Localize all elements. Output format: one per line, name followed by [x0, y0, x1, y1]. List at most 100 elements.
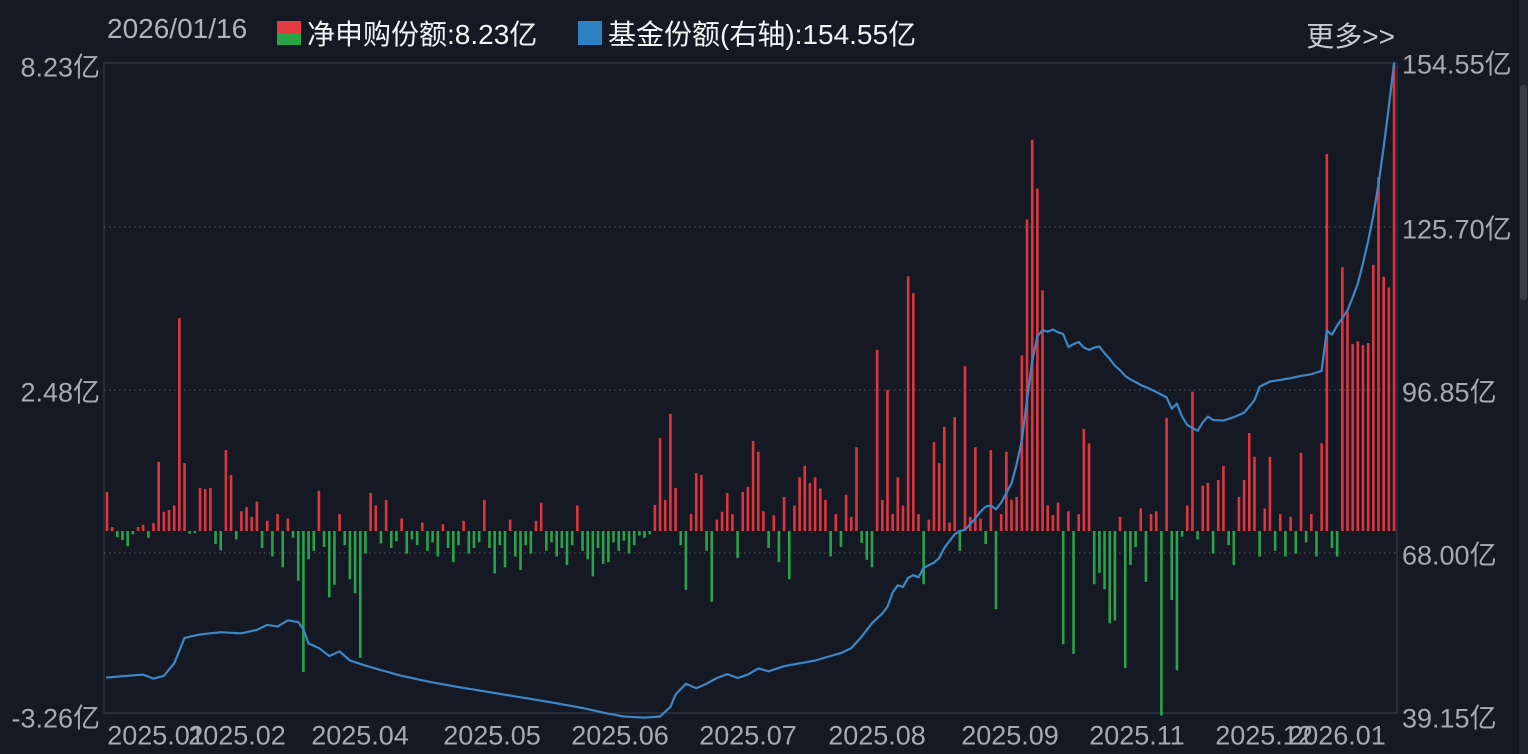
- net-subscription-bar[interactable]: [441, 524, 445, 531]
- net-subscription-bar[interactable]: [1206, 482, 1210, 531]
- net-subscription-bar[interactable]: [1015, 497, 1018, 531]
- net-subscription-bar[interactable]: [1382, 276, 1385, 531]
- net-subscription-bar[interactable]: [875, 349, 879, 531]
- net-subscription-bar[interactable]: [844, 494, 848, 531]
- net-subscription-bar[interactable]: [167, 510, 171, 531]
- net-subscription-bar[interactable]: [400, 518, 403, 531]
- net-subscription-bar[interactable]: [1051, 515, 1055, 531]
- net-subscription-bar[interactable]: [891, 514, 894, 531]
- net-subscription-bar[interactable]: [389, 531, 393, 548]
- net-subscription-bar[interactable]: [157, 461, 160, 531]
- net-subscription-bar[interactable]: [121, 531, 124, 541]
- net-subscription-bar[interactable]: [1289, 516, 1292, 531]
- net-subscription-bar[interactable]: [1351, 344, 1354, 531]
- net-subscription-bar[interactable]: [1216, 480, 1220, 531]
- net-subscription-bar[interactable]: [1361, 345, 1365, 531]
- net-subscription-bar[interactable]: [1237, 497, 1241, 531]
- net-subscription-bar[interactable]: [488, 531, 491, 548]
- net-subscription-bar[interactable]: [415, 531, 419, 546]
- net-subscription-bar[interactable]: [974, 447, 977, 531]
- net-subscription-bar[interactable]: [829, 531, 832, 557]
- net-subscription-bar[interactable]: [405, 531, 409, 554]
- net-subscription-bar[interactable]: [725, 493, 729, 531]
- net-subscription-bar[interactable]: [787, 531, 791, 580]
- net-subscription-bar[interactable]: [1273, 531, 1277, 551]
- net-subscription-bar[interactable]: [214, 531, 217, 545]
- net-subscription-bar[interactable]: [927, 519, 931, 531]
- net-subscription-bar[interactable]: [576, 505, 579, 531]
- scrollbar-track[interactable]: [1519, 0, 1528, 754]
- net-subscription-bar[interactable]: [1372, 264, 1375, 531]
- net-subscription-bar[interactable]: [932, 442, 936, 531]
- net-subscription-bar[interactable]: [1056, 502, 1060, 531]
- net-subscription-bar[interactable]: [1144, 531, 1148, 582]
- net-subscription-bar[interactable]: [1392, 65, 1396, 532]
- net-subscription-bar[interactable]: [162, 511, 166, 531]
- net-subscription-bar[interactable]: [937, 463, 941, 531]
- net-subscription-bar[interactable]: [586, 531, 589, 560]
- net-subscription-bar[interactable]: [1366, 343, 1370, 531]
- net-subscription-bar[interactable]: [1025, 219, 1029, 531]
- net-subscription-bar[interactable]: [1325, 153, 1329, 531]
- net-subscription-bar[interactable]: [813, 477, 817, 531]
- net-subscription-bar[interactable]: [446, 531, 450, 548]
- net-subscription-bar[interactable]: [1103, 531, 1106, 590]
- net-subscription-bar[interactable]: [1123, 531, 1127, 669]
- net-subscription-bar[interactable]: [545, 531, 548, 551]
- net-subscription-bar[interactable]: [565, 531, 569, 565]
- net-subscription-bar[interactable]: [1041, 290, 1044, 531]
- net-subscription-bar[interactable]: [126, 531, 129, 547]
- net-subscription-bar[interactable]: [1196, 531, 1199, 540]
- net-subscription-bar[interactable]: [1092, 531, 1096, 585]
- net-subscription-bar[interactable]: [426, 531, 429, 551]
- net-subscription-bar[interactable]: [188, 531, 191, 534]
- net-subscription-bar[interactable]: [219, 531, 223, 551]
- net-subscription-bar[interactable]: [178, 318, 181, 531]
- more-link[interactable]: 更多>>: [1306, 21, 1395, 52]
- net-subscription-bar[interactable]: [172, 505, 176, 531]
- net-subscription-bar[interactable]: [539, 502, 543, 531]
- net-subscription-bar[interactable]: [1211, 531, 1215, 554]
- net-subscription-bar[interactable]: [1294, 531, 1298, 554]
- net-subscription-bar[interactable]: [229, 474, 233, 531]
- net-subscription-bar[interactable]: [224, 450, 228, 531]
- net-subscription-bar[interactable]: [1268, 456, 1272, 531]
- net-subscription-bar[interactable]: [1149, 514, 1153, 531]
- net-subscription-bar[interactable]: [849, 516, 853, 531]
- net-subscription-bar[interactable]: [250, 516, 254, 531]
- net-subscription-bar[interactable]: [689, 514, 693, 531]
- net-subscription-bar[interactable]: [772, 515, 776, 531]
- net-subscription-bar[interactable]: [896, 477, 900, 531]
- net-subscription-bar[interactable]: [684, 531, 688, 590]
- net-subscription-bar[interactable]: [870, 531, 874, 568]
- net-subscription-bar[interactable]: [524, 531, 527, 546]
- net-subscription-bar[interactable]: [1067, 511, 1070, 531]
- net-subscription-bar[interactable]: [1030, 139, 1034, 531]
- net-subscription-bar[interactable]: [1072, 531, 1075, 654]
- net-subscription-bar[interactable]: [1222, 465, 1225, 531]
- net-subscription-bar[interactable]: [917, 514, 920, 531]
- net-subscription-bar[interactable]: [240, 511, 243, 531]
- net-subscription-bar[interactable]: [803, 465, 807, 531]
- net-subscription-bar[interactable]: [741, 491, 745, 531]
- net-subscription-bar[interactable]: [731, 514, 734, 531]
- net-subscription-bar[interactable]: [1284, 531, 1287, 557]
- net-subscription-bar[interactable]: [519, 531, 522, 571]
- net-subscription-bar[interactable]: [152, 523, 155, 531]
- net-subscription-bar[interactable]: [291, 531, 295, 538]
- net-subscription-bar[interactable]: [209, 487, 212, 531]
- net-subscription-bar[interactable]: [105, 491, 109, 531]
- net-subscription-bar[interactable]: [912, 293, 915, 531]
- net-subscription-bar[interactable]: [1242, 480, 1246, 531]
- net-subscription-bar[interactable]: [555, 531, 558, 557]
- scrollbar-thumb[interactable]: [1520, 85, 1527, 300]
- net-subscription-bar[interactable]: [1247, 433, 1251, 531]
- net-subscription-bar[interactable]: [110, 527, 114, 531]
- net-subscription-bar[interactable]: [886, 390, 889, 531]
- net-subscription-bar[interactable]: [312, 531, 316, 551]
- net-subscription-bar[interactable]: [477, 531, 481, 543]
- net-subscription-bar[interactable]: [472, 531, 476, 548]
- net-subscription-bar[interactable]: [601, 531, 605, 564]
- net-subscription-bar[interactable]: [1113, 531, 1117, 621]
- net-subscription-bar[interactable]: [498, 531, 502, 546]
